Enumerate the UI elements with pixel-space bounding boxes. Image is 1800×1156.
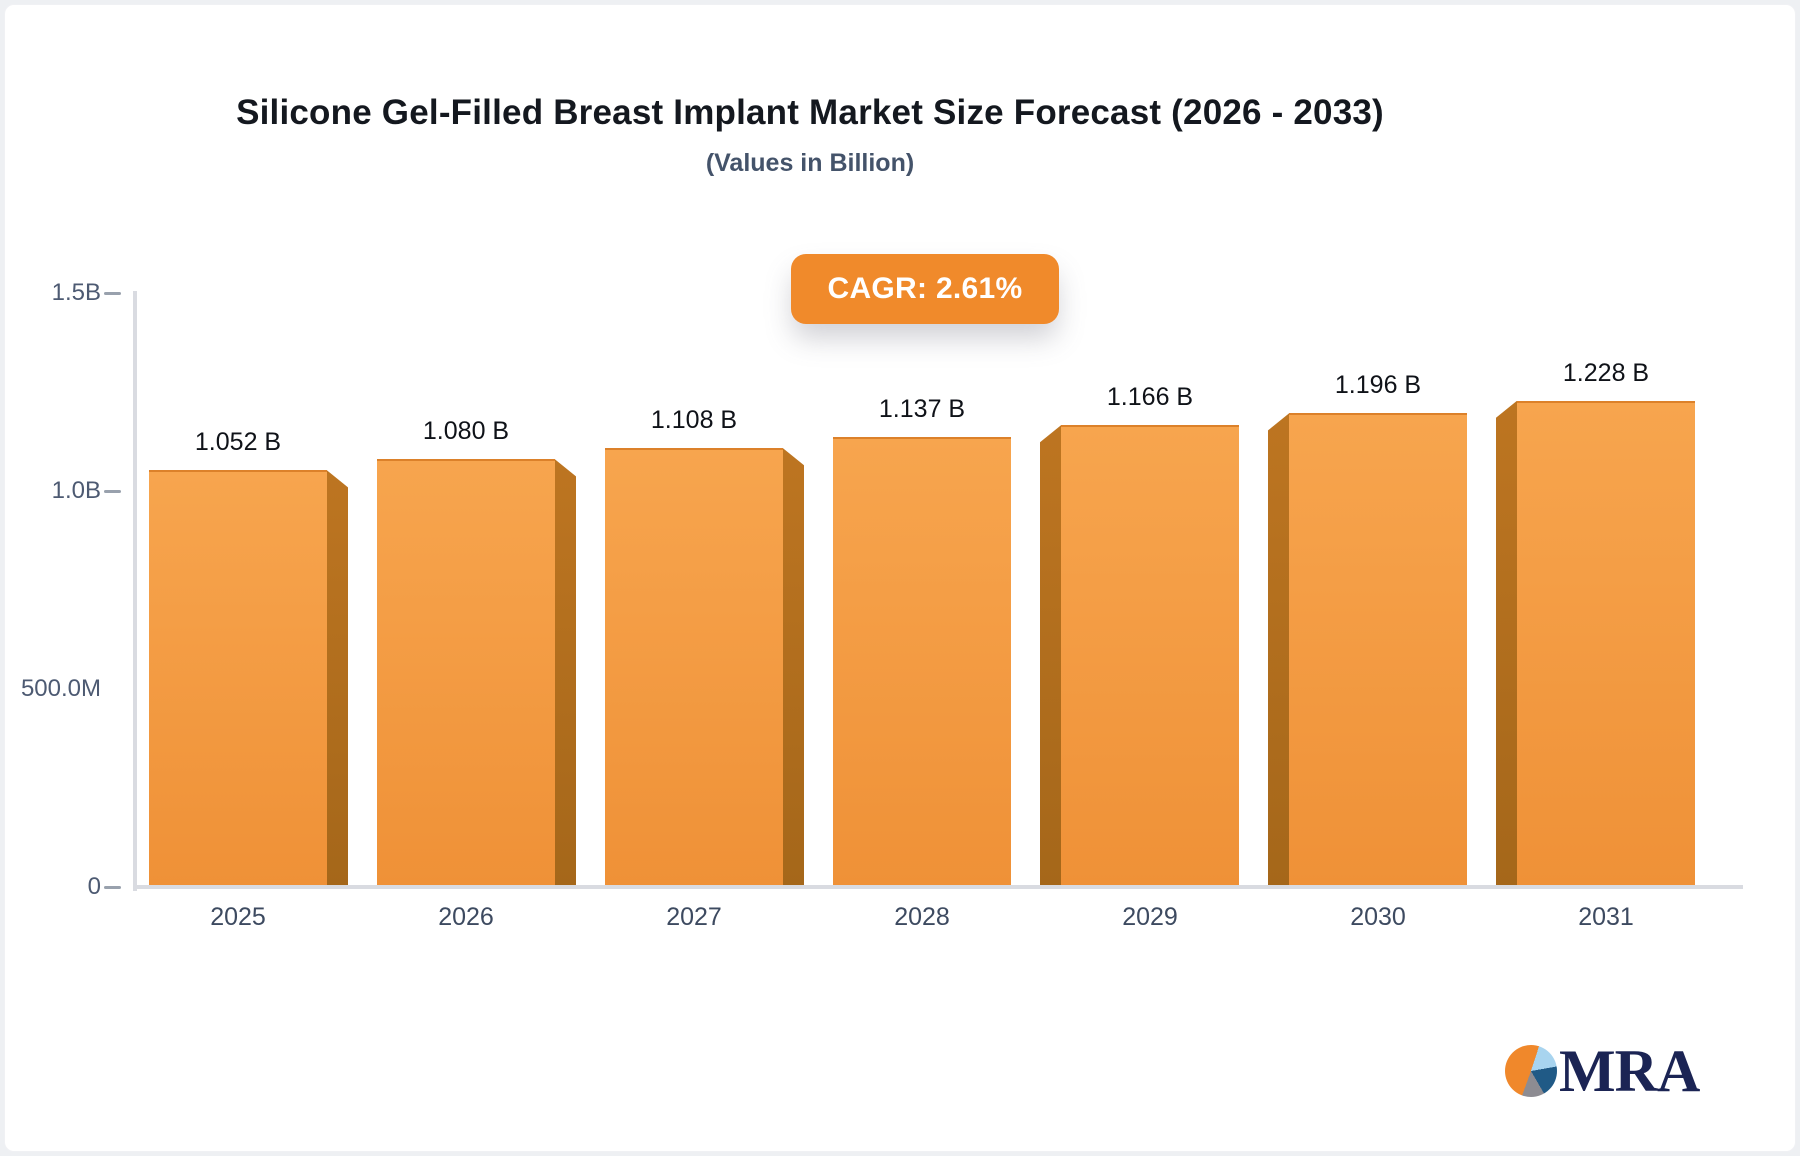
chart-title: Silicone Gel-Filled Breast Implant Marke… xyxy=(236,93,1384,132)
bar-2025[interactable] xyxy=(149,470,327,885)
chart-subtitle: (Values in Billion) xyxy=(705,149,915,177)
x-axis-label-2027: 2027 xyxy=(666,903,722,931)
x-axis-label-2026: 2026 xyxy=(438,903,494,931)
y-tick-label-0: 0 xyxy=(87,873,101,900)
bar-side-2026 xyxy=(555,459,576,885)
bar-value-label-2025: 1.052 B xyxy=(194,428,282,457)
mra-logo-text: MRA xyxy=(1559,1038,1700,1104)
mra-logo: MRA xyxy=(1505,1038,1700,1104)
cagr-badge: CAGR: 2.61% xyxy=(791,254,1059,324)
bar-value-label-2030: 1.196 B xyxy=(1334,371,1422,400)
x-axis-label-2025: 2025 xyxy=(210,903,266,931)
bar-side-2027 xyxy=(783,448,804,885)
y-tick-dash-1.5B xyxy=(104,292,121,295)
x-axis-line xyxy=(133,885,1743,889)
x-axis-label-2030: 2030 xyxy=(1350,903,1406,931)
bar-value-label-2031: 1.228 B xyxy=(1562,358,1650,387)
x-axis-label-2031: 2031 xyxy=(1578,903,1634,931)
x-axis-label-2029: 2029 xyxy=(1122,903,1178,931)
x-axis-label-2028: 2028 xyxy=(894,903,950,931)
y-tick-label-1.5B: 1.5B xyxy=(51,279,101,306)
bar-value-label-2026: 1.080 B xyxy=(422,417,510,446)
bar-2028[interactable] xyxy=(833,436,1011,885)
bar-2030[interactable] xyxy=(1289,413,1467,885)
bar-side-2025 xyxy=(327,470,348,885)
y-tick-dash-0 xyxy=(104,886,121,889)
bar-side-2030 xyxy=(1268,413,1289,885)
bar-2031[interactable] xyxy=(1517,400,1695,885)
bar-value-label-2028: 1.137 B xyxy=(878,394,966,423)
bar-2029[interactable] xyxy=(1061,425,1239,885)
bar-2026[interactable] xyxy=(377,459,555,885)
y-tick-label-1.0B: 1.0B xyxy=(51,477,101,504)
bar-side-2031 xyxy=(1496,400,1517,885)
chart-card: Silicone Gel-Filled Breast Implant Marke… xyxy=(4,4,1796,1152)
bar-side-2029 xyxy=(1040,425,1061,885)
y-tick-dash-1.0B xyxy=(104,490,121,493)
y-tick-label-500.0M: 500.0M xyxy=(20,675,101,702)
bar-2027[interactable] xyxy=(605,448,783,885)
cagr-badge-label: CAGR: 2.61% xyxy=(827,272,1023,305)
mra-logo-pie-icon xyxy=(1505,1045,1557,1097)
bar-value-label-2027: 1.108 B xyxy=(650,406,738,435)
y-axis-line xyxy=(133,291,137,891)
bar-value-label-2029: 1.166 B xyxy=(1106,383,1194,412)
